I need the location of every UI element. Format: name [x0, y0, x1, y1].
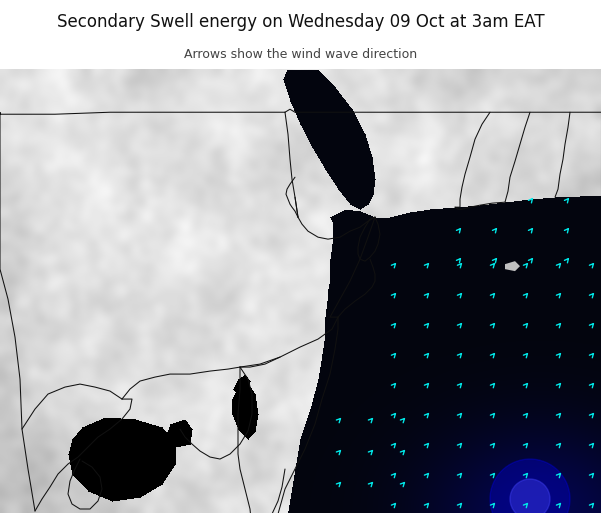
Circle shape	[510, 479, 550, 513]
Polygon shape	[505, 261, 520, 271]
Text: Secondary Swell energy on Wednesday 09 Oct at 3am EAT: Secondary Swell energy on Wednesday 09 O…	[56, 13, 545, 31]
Text: Arrows show the wind wave direction: Arrows show the wind wave direction	[184, 48, 417, 61]
Circle shape	[490, 459, 570, 513]
